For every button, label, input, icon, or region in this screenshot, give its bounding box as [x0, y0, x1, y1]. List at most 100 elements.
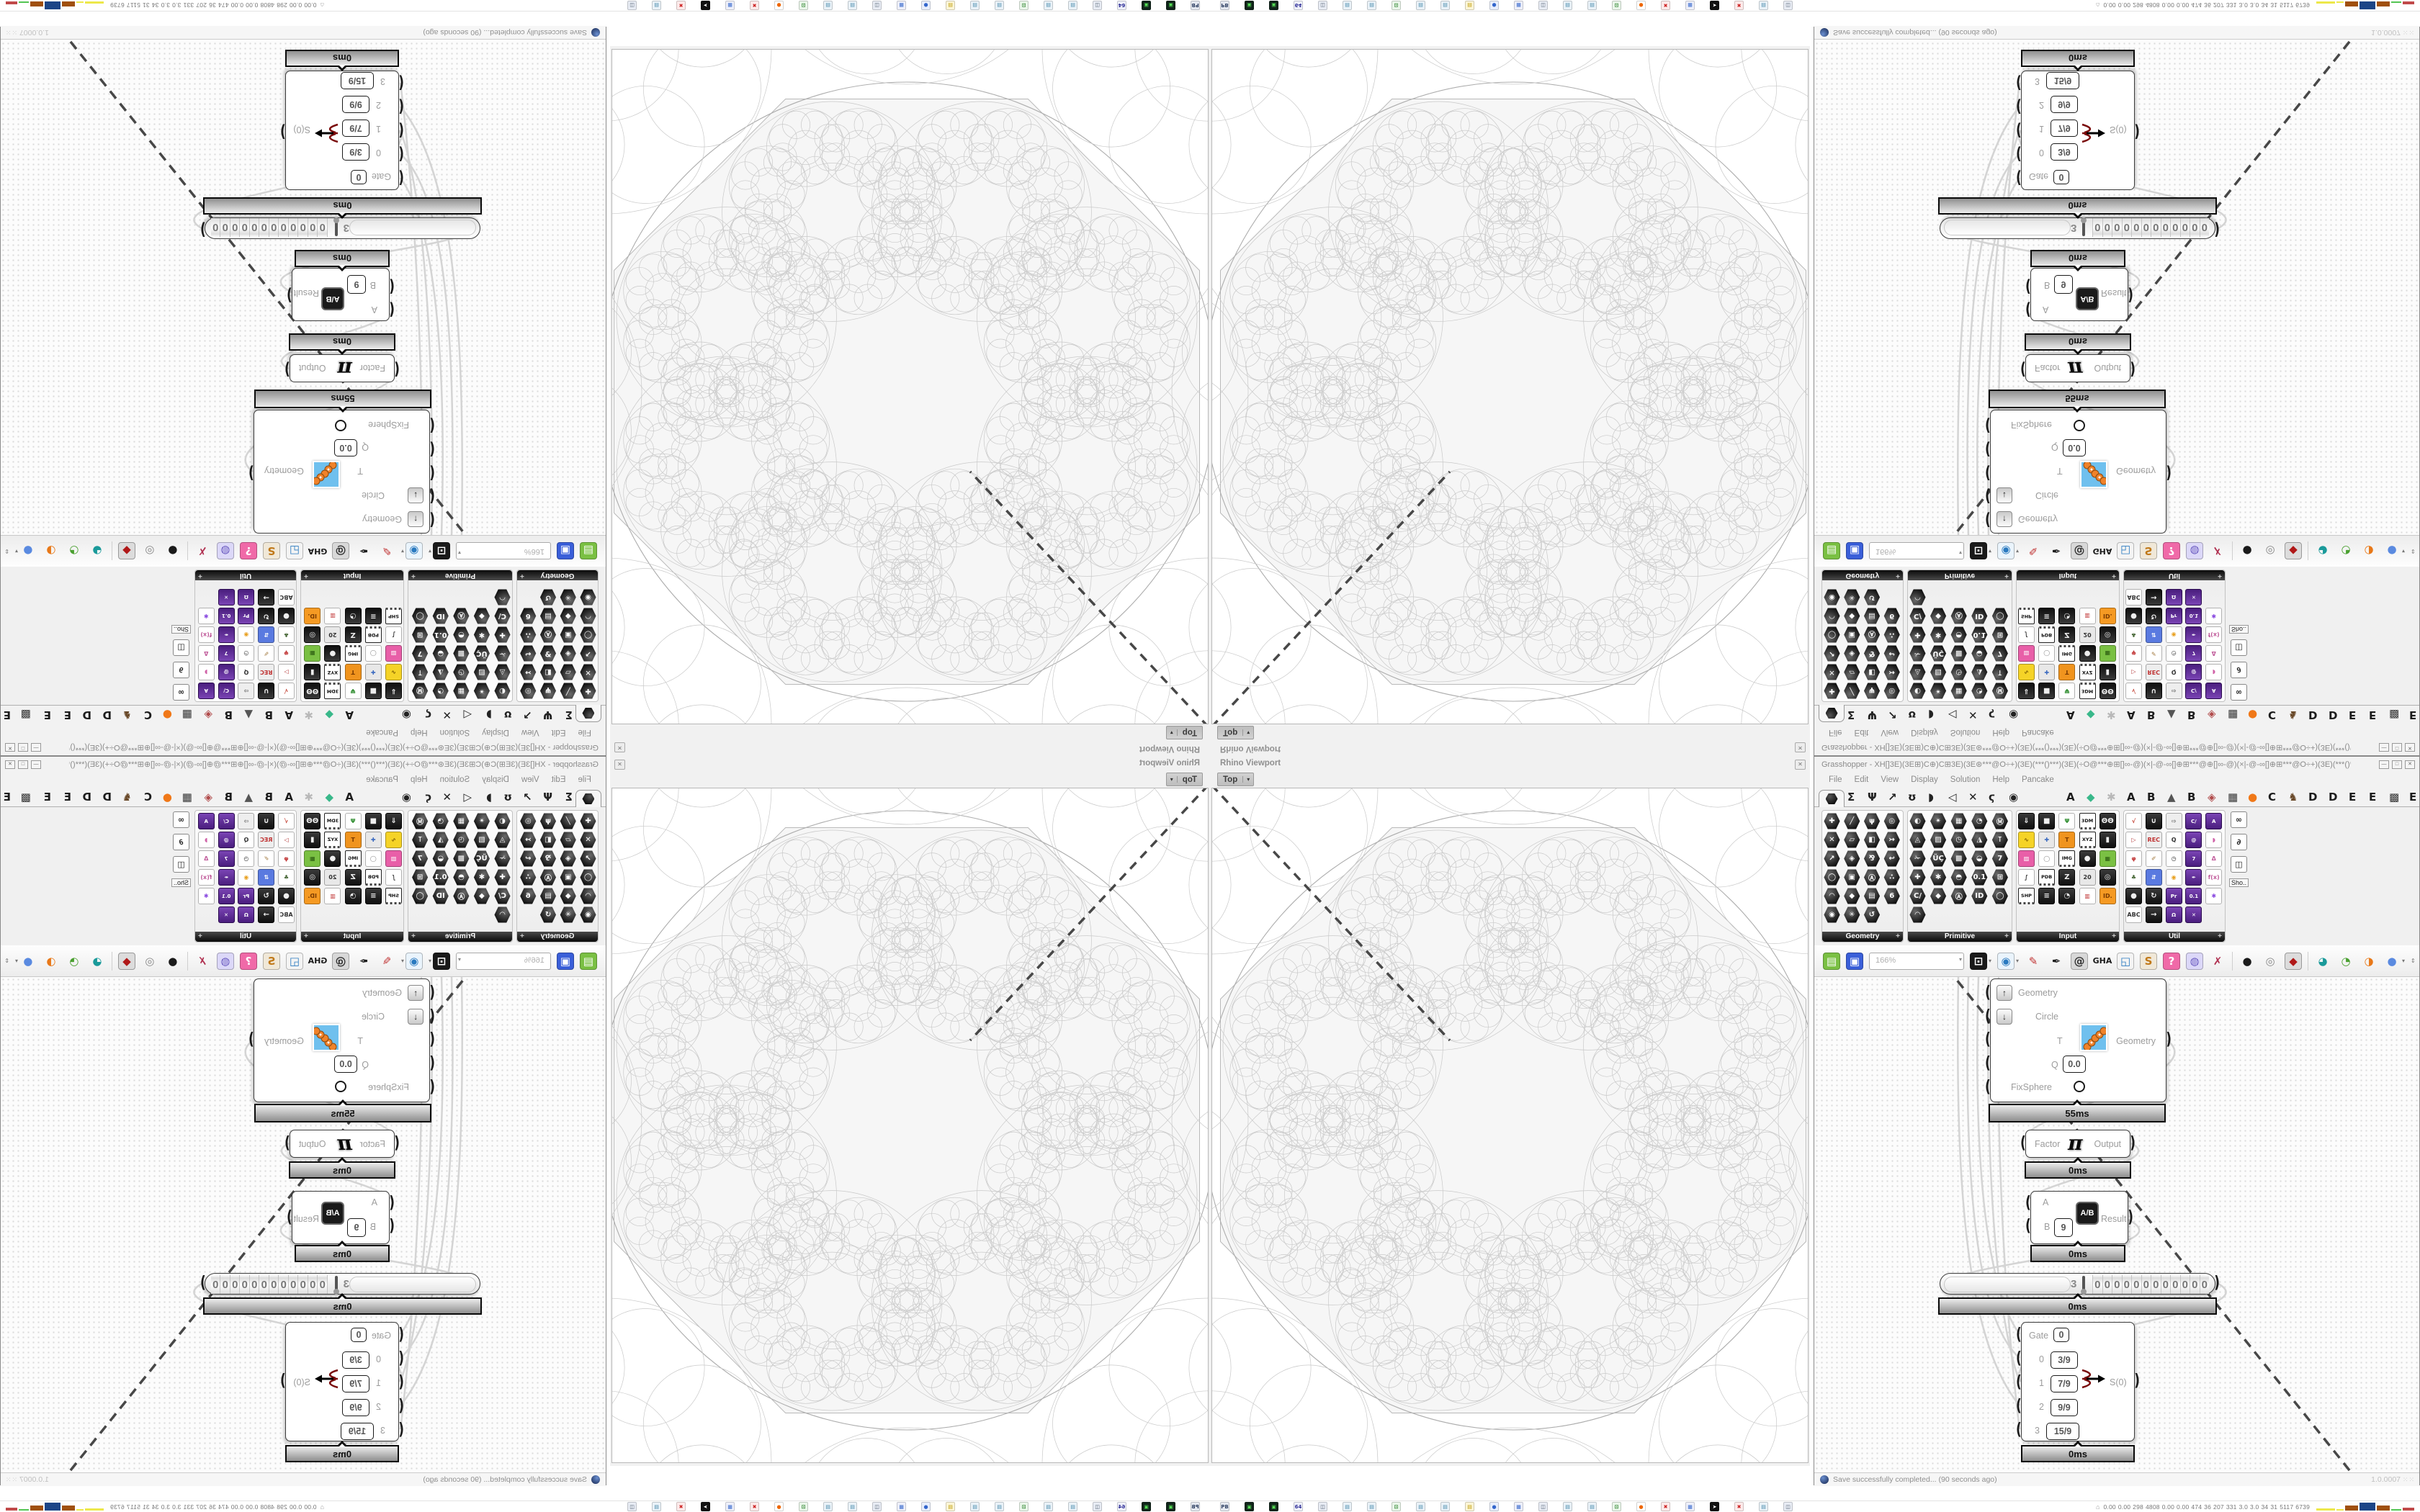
component-icon[interactable]: ⊺: [412, 664, 429, 680]
input-jack[interactable]: (: [398, 143, 404, 163]
division-result-node[interactable]: ( ( A B 9 A/B Result ): [2025, 1191, 2133, 1244]
component-icon[interactable]: ✚: [364, 832, 382, 848]
component-icon[interactable]: ▦: [1950, 813, 1967, 829]
curve-tab[interactable]: ʊ: [1908, 791, 1917, 804]
taskbar-app-icon[interactable]: 64: [1117, 1, 1126, 10]
zoom-extents-icon[interactable]: ⊡: [1970, 952, 1987, 970]
component-icon[interactable]: ◯: [364, 850, 382, 867]
component-icon[interactable]: ◓: [1950, 869, 1967, 886]
geometry-cluster-node[interactable]: ( ( ( ( ( ↑ ↓ Geometry Circle T Q: [248, 410, 435, 534]
component-icon[interactable]: ●: [2125, 888, 2142, 904]
component-icon[interactable]: →: [258, 589, 275, 606]
minimize-button[interactable]: —: [31, 760, 41, 769]
window-icon[interactable]: ◱: [285, 542, 303, 560]
taskbar-app-icon[interactable]: ▦: [1685, 1502, 1695, 1511]
component-icon[interactable]: ABC: [278, 589, 295, 606]
gem-icon[interactable]: ◆: [2285, 952, 2303, 970]
component-icon[interactable]: ◬: [1909, 832, 1926, 848]
close-button[interactable]: ✕: [2405, 760, 2415, 769]
component-icon[interactable]: Q: [238, 832, 255, 848]
component-icon[interactable]: ✱: [197, 888, 215, 904]
component-icon[interactable]: √: [278, 813, 295, 829]
taskbar-app-icon[interactable]: ▣: [1245, 1, 1254, 10]
input-jack[interactable]: (: [2016, 1325, 2022, 1345]
stream-gate-node[interactable]: ( ( ( ( ( Gate 0 0 3/9 1 7/9 2 9/9 3 15/…: [2016, 1322, 2140, 1441]
surface-tab[interactable]: ◗: [1928, 708, 1934, 721]
digit-wheel[interactable]: 0: [2102, 218, 2112, 237]
component-icon[interactable]: REC: [2145, 832, 2162, 848]
plugin-tab[interactable]: B: [2187, 708, 2196, 721]
preview-icon[interactable]: ◉: [405, 542, 423, 560]
component-icon[interactable]: ▩: [1950, 850, 1967, 867]
gh-canvas[interactable]: .wire{fill:none;stroke:#d4d4d4;stroke-wi…: [1, 977, 606, 1472]
component-icon[interactable]: ◉: [1824, 906, 1840, 923]
component-icon[interactable]: 3DM: [324, 813, 341, 829]
sketch-icon[interactable]: ✎: [382, 544, 392, 558]
component-icon[interactable]: @: [2185, 664, 2202, 680]
q-value-box[interactable]: 0.0: [334, 439, 357, 456]
taskbar-app-icon[interactable]: ▤: [946, 1502, 955, 1511]
taskbar-app-icon[interactable]: ▤: [1068, 1, 1077, 10]
input-jack[interactable]: (: [2016, 1372, 2022, 1392]
digit-wheel[interactable]: 0: [220, 218, 230, 237]
component-icon[interactable]: ID.: [2099, 888, 2116, 904]
taskbar-app-icon[interactable]: 64: [1294, 1, 1303, 10]
component-icon[interactable]: ✁: [1909, 645, 1926, 662]
taskbar-app-icon[interactable]: ●: [1636, 1, 1646, 10]
component-icon[interactable]: ✴: [1930, 813, 1947, 829]
component-icon[interactable]: ◉: [2165, 626, 2182, 643]
component-icon[interactable]: ID.: [304, 888, 321, 904]
component-icon[interactable]: ▥: [324, 888, 341, 904]
output-jack[interactable]: ): [2166, 462, 2172, 482]
camera-icon[interactable]: ✒: [2051, 544, 2061, 558]
component-icon[interactable]: ▥: [2079, 608, 2096, 624]
component-icon[interactable]: ◐: [494, 683, 511, 699]
component-icon[interactable]: ✒: [218, 626, 235, 643]
component-icon[interactable]: ▨: [473, 664, 490, 680]
input-jack[interactable]: (: [429, 485, 435, 505]
component-icon[interactable]: ∂: [2231, 834, 2247, 850]
panel-group-label[interactable]: Input +: [301, 932, 403, 942]
taskbar-app-icon[interactable]: ▤: [995, 1, 1004, 10]
expand-icon[interactable]: +: [1896, 572, 1900, 580]
display-tab[interactable]: ◉: [401, 791, 411, 804]
panel-group-label[interactable]: Primitive +: [1908, 932, 2012, 942]
component-icon[interactable]: ∪: [258, 683, 275, 699]
pin-teal-icon[interactable]: ◕: [92, 544, 102, 558]
plugin-tab[interactable]: ▩: [2389, 791, 2400, 804]
component-icon[interactable]: ≡: [2038, 608, 2056, 624]
component-icon[interactable]: ◆: [1930, 608, 1947, 624]
close-button[interactable]: ✕: [5, 743, 15, 752]
taskbar-app-icon[interactable]: ◫: [1783, 1502, 1793, 1511]
open-file-icon[interactable]: ▤: [1823, 542, 1840, 560]
component-icon[interactable]: ◈: [560, 850, 576, 867]
plugin-tab[interactable]: B: [2147, 708, 2156, 721]
menu-help[interactable]: Help: [410, 775, 428, 784]
down-arrow-button[interactable]: ↓: [1996, 1009, 2012, 1025]
menu-display[interactable]: Display: [1911, 775, 1938, 784]
b-value-box[interactable]: 9: [2054, 275, 2073, 294]
taskbar-app-icon[interactable]: PB: [1220, 1, 1229, 10]
expand-icon[interactable]: +: [2218, 572, 2222, 580]
digit-wheel[interactable]: 0: [2131, 1275, 2141, 1294]
component-icon[interactable]: SHP: [2018, 888, 2035, 904]
pi-factor-node[interactable]: ( Factor π Output ): [2020, 1130, 2136, 1158]
component-icon[interactable]: 20: [2079, 869, 2096, 886]
taskbar-app-icon[interactable]: ▤: [823, 1502, 833, 1511]
component-icon[interactable]: Ⓜ: [412, 683, 429, 699]
component-icon[interactable]: A: [2205, 683, 2223, 699]
input-jack[interactable]: (: [398, 96, 404, 116]
component-icon[interactable]: ID.: [304, 608, 321, 624]
taskbar-app-icon[interactable]: ⊡: [799, 1, 808, 10]
display-tab[interactable]: ◉: [2009, 708, 2019, 721]
digit-wheel[interactable]: 0: [2131, 218, 2141, 237]
component-icon[interactable]: ↗: [1824, 850, 1840, 867]
component-icon[interactable]: Ⓐ: [540, 869, 557, 886]
component-icon[interactable]: ID: [1971, 608, 1988, 624]
gh-titlebar[interactable]: Grasshopper - XH[]3E)(3E⊞)C⊕)C⊞3E)(3E⊛**…: [1, 757, 606, 772]
bulb-icon[interactable]: ◍: [216, 952, 234, 970]
component-icon[interactable]: ∴: [520, 869, 537, 886]
input-jack[interactable]: (: [398, 167, 404, 187]
plugin-tab[interactable]: D: [2329, 791, 2338, 804]
input-jack[interactable]: (: [394, 359, 400, 379]
